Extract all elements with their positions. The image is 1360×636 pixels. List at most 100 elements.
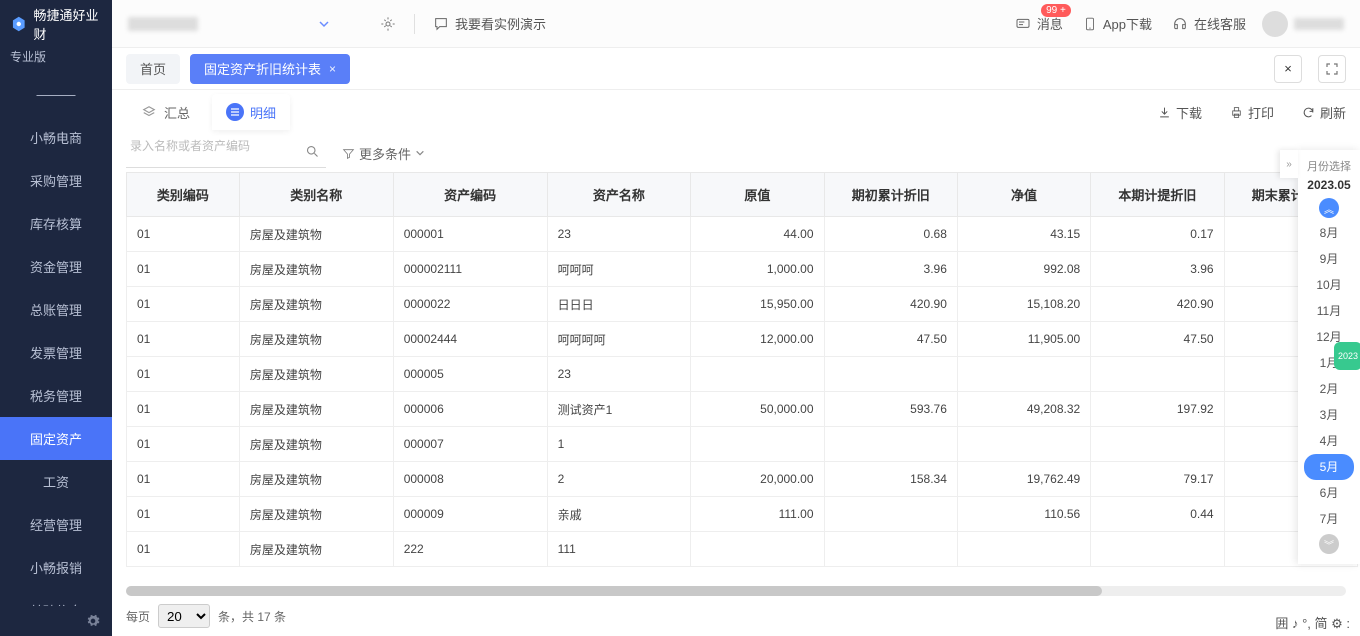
column-header[interactable]: 资产名称: [547, 173, 691, 217]
gear-icon[interactable]: [86, 614, 100, 628]
pagination: 每页 20 条，共 17 条: [112, 596, 1360, 636]
data-table-wrap: 类别编码类别名称资产编码资产名称原值期初累计折旧净值本期计提折旧期末累计折旧 0…: [112, 172, 1360, 584]
message-badge: 99 +: [1041, 4, 1071, 17]
print-button[interactable]: 打印: [1230, 103, 1274, 122]
headset-icon: [1172, 16, 1188, 32]
subtab-summary[interactable]: 汇总: [126, 94, 204, 130]
list-icon: [226, 103, 244, 121]
service-button[interactable]: 在线客服: [1172, 14, 1246, 33]
settings-button[interactable]: [380, 16, 396, 32]
close-icon[interactable]: ×: [329, 62, 336, 76]
more-conditions-button[interactable]: 更多条件: [342, 144, 425, 163]
layers-icon: [140, 103, 158, 121]
download-icon: [1158, 106, 1171, 119]
sidebar-item-0[interactable]: ———: [0, 73, 112, 116]
search-box: [126, 138, 326, 168]
print-icon: [1230, 106, 1243, 119]
table-row[interactable]: 01房屋及建筑物000009亲戚111.00110.560.440.: [127, 497, 1358, 532]
month-item[interactable]: 2月: [1298, 376, 1360, 402]
table-row[interactable]: 01房屋及建筑物0000071: [127, 427, 1358, 462]
tab-active[interactable]: 固定资产折旧统计表 ×: [190, 54, 350, 84]
sidebar-item-1[interactable]: 小畅电商: [0, 116, 112, 159]
message-icon: [1015, 16, 1031, 32]
horizontal-scrollbar[interactable]: [126, 586, 1346, 596]
data-table: 类别编码类别名称资产编码资产名称原值期初累计折旧净值本期计提折旧期末累计折旧 0…: [126, 172, 1358, 567]
table-row[interactable]: 01房屋及建筑物000002111呵呵呵1,000.003.96992.083.…: [127, 252, 1358, 287]
table-row[interactable]: 01房屋及建筑物000008220,000.00158.3419,762.497…: [127, 462, 1358, 497]
topbar: 我要看实例演示 消息 99 + App下载 在线客服: [112, 0, 1360, 48]
download-button[interactable]: 下载: [1158, 103, 1202, 122]
month-item[interactable]: 8月: [1298, 220, 1360, 246]
column-header[interactable]: 类别编码: [127, 173, 240, 217]
sidebar-item-3[interactable]: 库存核算: [0, 202, 112, 245]
column-header[interactable]: 期初累计折旧: [824, 173, 957, 217]
table-row[interactable]: 01房屋及建筑物0000022日日日15,950.00420.9015,108.…: [127, 287, 1358, 322]
month-item[interactable]: 7月: [1298, 506, 1360, 532]
search-input[interactable]: [130, 139, 296, 153]
demo-link[interactable]: 我要看实例演示: [433, 14, 546, 33]
sidebar-item-10[interactable]: 经营管理: [0, 503, 112, 546]
app-name: 畅捷通好业财: [34, 5, 102, 43]
subtab-detail[interactable]: 明细: [212, 94, 290, 130]
phone-icon: [1083, 16, 1097, 32]
logo: 畅捷通好业财: [0, 0, 112, 48]
sidebar-item-4[interactable]: 资金管理: [0, 245, 112, 288]
app-download-button[interactable]: App下载: [1083, 14, 1152, 33]
table-row[interactable]: 01房屋及建筑物222111: [127, 532, 1358, 567]
month-item[interactable]: 10月: [1298, 272, 1360, 298]
tabstrip: 首页 固定资产折旧统计表 × ×: [112, 48, 1360, 90]
month-item[interactable]: 6月: [1298, 480, 1360, 506]
sidebar-item-6[interactable]: 发票管理: [0, 331, 112, 374]
logo-icon: [10, 14, 28, 34]
scroll-down-button[interactable]: ︾: [1319, 534, 1339, 554]
month-item[interactable]: 11月: [1298, 298, 1360, 324]
sidebar-item-11[interactable]: 小畅报销: [0, 546, 112, 589]
table-row[interactable]: 01房屋及建筑物0000012344.000.6843.150.170.: [127, 217, 1358, 252]
table-row[interactable]: 01房屋及建筑物00000523: [127, 357, 1358, 392]
chat-icon: [433, 16, 449, 32]
month-item[interactable]: 3月: [1298, 402, 1360, 428]
tab-close-all-button[interactable]: ×: [1274, 55, 1302, 83]
sidebar-item-7[interactable]: 税务管理: [0, 374, 112, 417]
refresh-icon: [1302, 106, 1315, 119]
nav: ———小畅电商采购管理库存核算资金管理总账管理发票管理税务管理固定资产工资经营管…: [0, 73, 112, 606]
edition-label: 专业版: [0, 48, 112, 73]
column-header[interactable]: 资产编码: [393, 173, 547, 217]
org-selector[interactable]: [128, 17, 368, 31]
column-header[interactable]: 本期计提折旧: [1091, 173, 1224, 217]
table-row[interactable]: 01房屋及建筑物00002444呵呵呵呵12,000.0047.5011,905…: [127, 322, 1358, 357]
gear-icon: [380, 16, 396, 32]
refresh-button[interactable]: 刷新: [1302, 103, 1346, 122]
pagesize-select[interactable]: 20: [158, 604, 210, 628]
sidebar-item-8[interactable]: 固定资产: [0, 417, 112, 460]
table-row[interactable]: 01房屋及建筑物000006测试资产150,000.00593.7649,208…: [127, 392, 1358, 427]
column-header[interactable]: 净值: [957, 173, 1090, 217]
scroll-up-button[interactable]: ︽: [1319, 198, 1339, 218]
tab-home[interactable]: 首页: [126, 54, 180, 84]
year-badge: 2023: [1334, 342, 1360, 370]
month-item[interactable]: 1月2023: [1298, 350, 1360, 376]
subtabs: 汇总 明细 下载 打印 刷新: [112, 90, 1360, 134]
filter-row: 更多条件: [112, 134, 1360, 172]
sidebar-item-9[interactable]: 工资: [0, 460, 112, 503]
month-item[interactable]: 4月: [1298, 428, 1360, 454]
avatar[interactable]: [1262, 11, 1288, 37]
sidebar-item-12[interactable]: 基础信息: [0, 589, 112, 606]
sidebar-item-5[interactable]: 总账管理: [0, 288, 112, 331]
main: 我要看实例演示 消息 99 + App下载 在线客服 首页 固定资产: [112, 0, 1360, 636]
month-selector: » 月份选择 2023.05 ︽ 8月9月10月11月12月1月20232月3月…: [1298, 150, 1360, 564]
month-item[interactable]: 5月: [1304, 454, 1354, 480]
month-item[interactable]: 9月: [1298, 246, 1360, 272]
collapse-button[interactable]: »: [1280, 150, 1298, 178]
ime-indicator: 囲 ♪ °, 简 ⚙ :: [1275, 613, 1350, 632]
chevron-down-icon: [415, 148, 425, 158]
sidebar: 畅捷通好业财 专业版 ———小畅电商采购管理库存核算资金管理总账管理发票管理税务…: [0, 0, 112, 636]
fullscreen-button[interactable]: [1318, 55, 1346, 83]
search-icon[interactable]: [305, 144, 320, 159]
expand-icon: [1326, 63, 1338, 75]
column-header[interactable]: 原值: [691, 173, 824, 217]
chevron-down-icon: [318, 18, 330, 30]
messages-button[interactable]: 消息 99 +: [1015, 14, 1063, 33]
column-header[interactable]: 类别名称: [239, 173, 393, 217]
sidebar-item-2[interactable]: 采购管理: [0, 159, 112, 202]
